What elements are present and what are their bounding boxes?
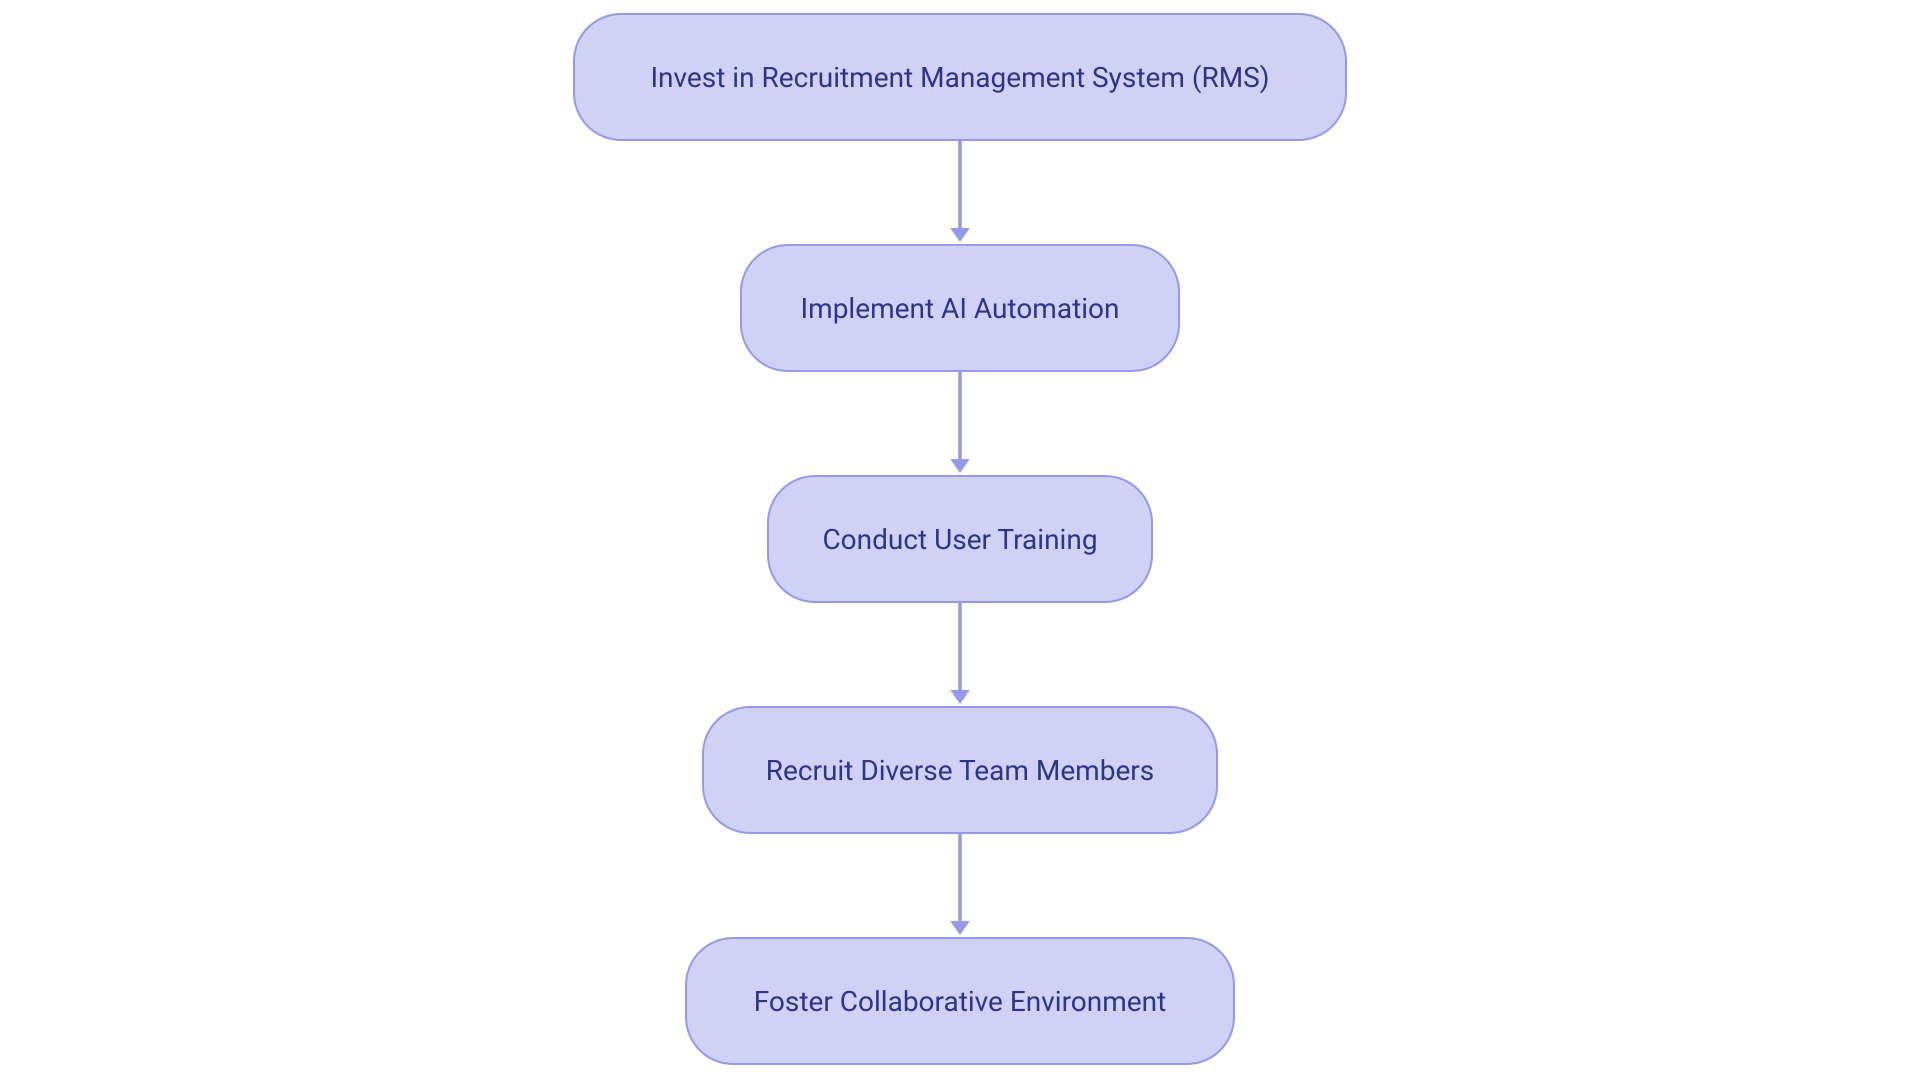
flowchart-canvas: Invest in Recruitment Management System … — [0, 0, 1920, 1083]
flow-node-label: Foster Collaborative Environment — [754, 985, 1167, 1018]
flow-node: Invest in Recruitment Management System … — [573, 13, 1347, 141]
flow-arrow — [944, 603, 976, 706]
flow-arrow — [944, 372, 976, 475]
flow-node-label: Invest in Recruitment Management System … — [650, 61, 1269, 94]
flow-node-label: Implement AI Automation — [801, 292, 1120, 325]
flow-node-label: Conduct User Training — [822, 523, 1097, 556]
flow-arrow — [944, 141, 976, 244]
flow-arrow — [944, 834, 976, 937]
flow-node: Recruit Diverse Team Members — [702, 706, 1218, 834]
flow-node-label: Recruit Diverse Team Members — [766, 754, 1155, 787]
flow-node: Foster Collaborative Environment — [685, 937, 1235, 1065]
flow-node: Implement AI Automation — [740, 244, 1180, 372]
flow-node: Conduct User Training — [767, 475, 1153, 603]
